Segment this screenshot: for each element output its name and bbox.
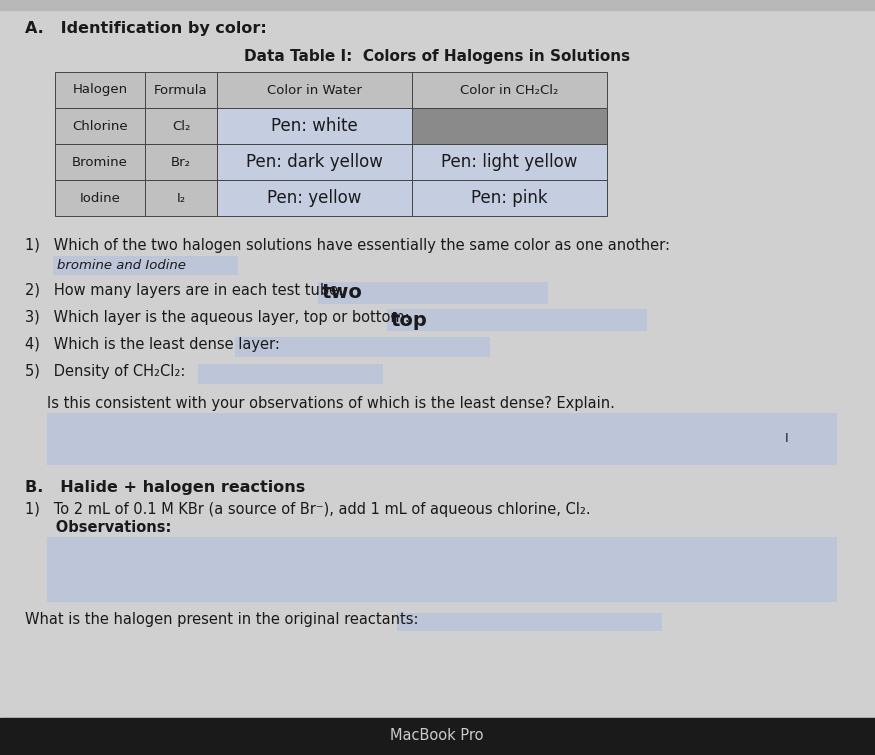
Bar <box>217 72 412 108</box>
Bar <box>145 72 217 108</box>
Text: Pen: dark yellow: Pen: dark yellow <box>246 153 383 171</box>
Text: 2)   How many layers are in each test tube:: 2) How many layers are in each test tube… <box>25 283 343 298</box>
Text: Pen: yellow: Pen: yellow <box>268 189 361 207</box>
Bar <box>47 537 837 602</box>
Text: Pen: pink: Pen: pink <box>472 189 548 207</box>
Bar <box>0 0 875 10</box>
Bar <box>55 144 145 180</box>
Text: Color in CH₂Cl₂: Color in CH₂Cl₂ <box>460 84 559 97</box>
Text: What is the halogen present in the original reactants:: What is the halogen present in the origi… <box>25 612 418 627</box>
Bar <box>53 256 238 275</box>
Text: two: two <box>322 283 363 303</box>
Text: Br₂: Br₂ <box>171 156 191 168</box>
Text: B.   Halide + halogen reactions: B. Halide + halogen reactions <box>25 480 305 495</box>
Text: MacBook Pro: MacBook Pro <box>390 729 484 744</box>
Text: 5)   Density of CH₂Cl₂:: 5) Density of CH₂Cl₂: <box>25 364 186 379</box>
Bar <box>217 108 412 144</box>
Text: Cl₂: Cl₂ <box>172 119 190 132</box>
Text: Halogen: Halogen <box>73 84 128 97</box>
Bar <box>145 180 217 216</box>
Text: Color in Water: Color in Water <box>267 84 362 97</box>
Bar <box>235 337 490 357</box>
Text: Iodine: Iodine <box>80 192 121 205</box>
Bar <box>412 144 607 180</box>
Text: bromine and Iodine: bromine and Iodine <box>57 259 186 272</box>
Text: A.   Identification by color:: A. Identification by color: <box>25 20 267 35</box>
Text: top: top <box>391 310 428 329</box>
Text: Bromine: Bromine <box>72 156 128 168</box>
Bar <box>55 108 145 144</box>
Bar <box>198 364 383 384</box>
Text: 1)   Which of the two halogen solutions have essentially the same color as one a: 1) Which of the two halogen solutions ha… <box>25 238 670 253</box>
Bar <box>318 282 548 304</box>
Text: I: I <box>785 433 789 445</box>
Bar <box>55 180 145 216</box>
Text: 4)   Which is the least dense layer:: 4) Which is the least dense layer: <box>25 337 280 352</box>
Bar <box>412 108 607 144</box>
Text: Is this consistent with your observations of which is the least dense? Explain.: Is this consistent with your observation… <box>47 396 615 411</box>
Text: Data Table I:  Colors of Halogens in Solutions: Data Table I: Colors of Halogens in Solu… <box>244 50 630 64</box>
Bar <box>55 72 145 108</box>
Text: 1)   To 2 mL of 0.1 M KBr (a source of Br⁻), add 1 mL of aqueous chlorine, Cl₂.: 1) To 2 mL of 0.1 M KBr (a source of Br⁻… <box>25 502 591 517</box>
Bar <box>47 413 837 465</box>
Bar <box>145 144 217 180</box>
Bar <box>397 613 662 631</box>
Text: Chlorine: Chlorine <box>72 119 128 132</box>
Bar <box>145 108 217 144</box>
Text: Formula: Formula <box>154 84 208 97</box>
Bar <box>412 72 607 108</box>
Text: Observations:: Observations: <box>25 520 172 535</box>
Text: I₂: I₂ <box>177 192 185 205</box>
Bar <box>217 180 412 216</box>
Text: Pen: white: Pen: white <box>271 117 358 135</box>
Bar <box>412 180 607 216</box>
Bar <box>217 144 412 180</box>
Bar <box>0 718 875 755</box>
Bar <box>387 309 647 331</box>
Text: Pen: light yellow: Pen: light yellow <box>441 153 578 171</box>
Text: 3)   Which layer is the aqueous layer, top or bottom:: 3) Which layer is the aqueous layer, top… <box>25 310 410 325</box>
